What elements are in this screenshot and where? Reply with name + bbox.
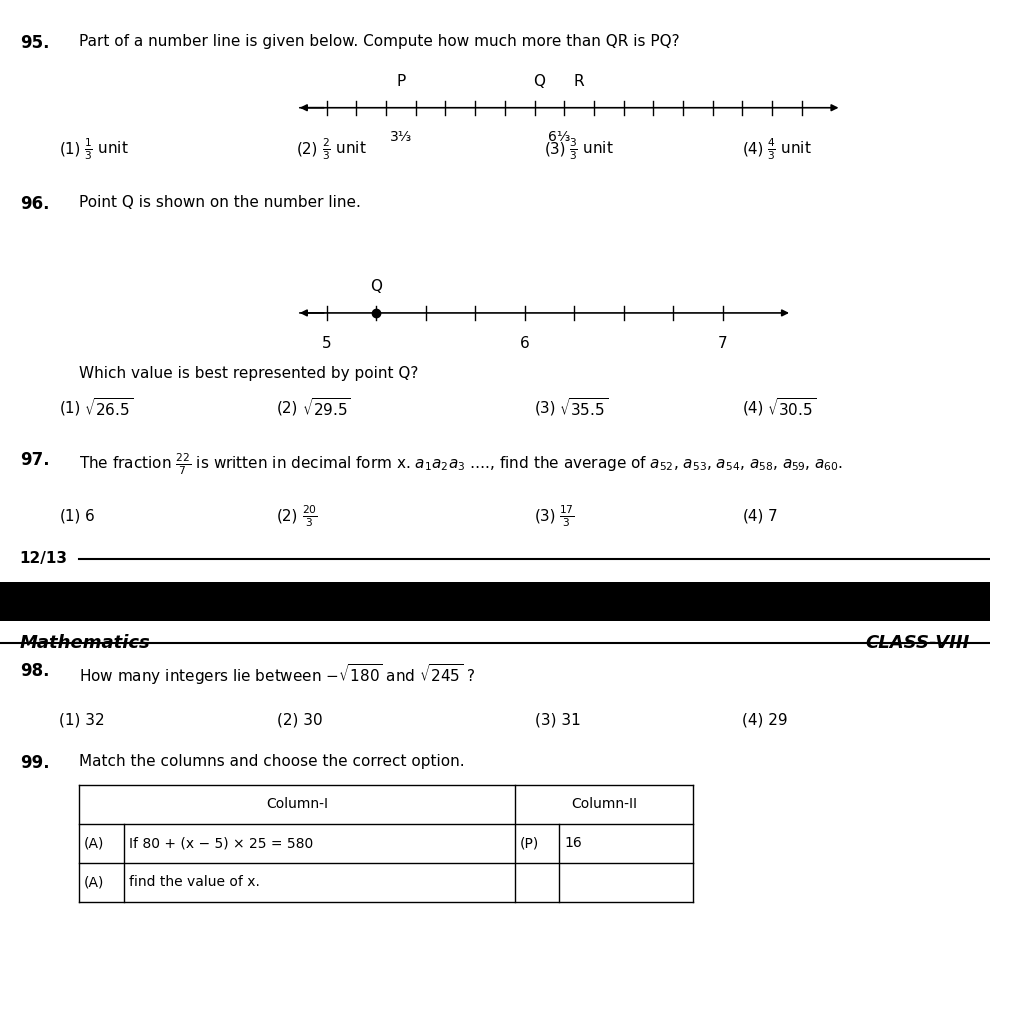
Text: (2): (2): [278, 509, 299, 523]
Text: If 80 + (x − 5) × 25 = 580: If 80 + (x − 5) × 25 = 580: [129, 836, 313, 851]
Text: $6$: $6$: [84, 508, 95, 524]
Text: 6: 6: [520, 336, 529, 351]
Text: Column-I: Column-I: [266, 797, 328, 812]
Text: $\sqrt{35.5}$: $\sqrt{35.5}$: [559, 397, 608, 420]
Text: (4): (4): [742, 401, 764, 416]
Text: find the value of x.: find the value of x.: [129, 875, 259, 890]
Text: (A): (A): [84, 875, 104, 890]
Text: CLASS-VIII: CLASS-VIII: [865, 634, 970, 653]
Text: $\sqrt{30.5}$: $\sqrt{30.5}$: [767, 397, 816, 420]
Text: $\frac{2}{3}$ unit: $\frac{2}{3}$ unit: [322, 136, 367, 161]
Text: (4): (4): [742, 142, 764, 156]
Text: (3): (3): [545, 142, 566, 156]
FancyBboxPatch shape: [0, 582, 990, 621]
Text: 95.: 95.: [19, 34, 49, 52]
Text: (P): (P): [520, 836, 539, 851]
Text: 16: 16: [564, 836, 582, 851]
Text: (3): (3): [535, 401, 556, 416]
Text: The fraction $\frac{22}{7}$ is written in decimal form x. $a_1a_2a_3$ …., find t: The fraction $\frac{22}{7}$ is written i…: [79, 451, 844, 477]
Text: (1) 32: (1) 32: [59, 713, 105, 727]
Text: (4) 29: (4) 29: [742, 713, 788, 727]
Text: R: R: [573, 74, 585, 89]
Text: 96.: 96.: [19, 195, 49, 213]
Text: 3⅓: 3⅓: [390, 130, 412, 145]
Text: 6⅓: 6⅓: [548, 130, 570, 145]
Text: $\frac{17}{3}$: $\frac{17}{3}$: [559, 504, 574, 528]
Text: $\sqrt{29.5}$: $\sqrt{29.5}$: [302, 397, 351, 420]
Text: (1): (1): [59, 401, 81, 416]
Text: 5: 5: [322, 336, 332, 351]
Text: $\frac{1}{3}$ unit: $\frac{1}{3}$ unit: [84, 136, 129, 161]
Text: $\frac{4}{3}$ unit: $\frac{4}{3}$ unit: [767, 136, 812, 161]
Text: Column-II: Column-II: [570, 797, 637, 812]
Text: $\frac{20}{3}$: $\frac{20}{3}$: [302, 504, 317, 528]
Text: 98.: 98.: [19, 662, 49, 680]
Text: (2) 30: (2) 30: [278, 713, 323, 727]
Text: $7$: $7$: [767, 508, 777, 524]
Text: 7: 7: [718, 336, 727, 351]
Text: (3): (3): [535, 509, 556, 523]
Text: 97.: 97.: [19, 451, 49, 470]
Text: Mathematics: Mathematics: [19, 634, 151, 653]
Text: (1): (1): [59, 142, 81, 156]
Text: $\sqrt{26.5}$: $\sqrt{26.5}$: [84, 397, 133, 420]
Text: P: P: [396, 74, 406, 89]
Text: (3) 31: (3) 31: [535, 713, 581, 727]
Text: Match the columns and choose the correct option.: Match the columns and choose the correct…: [79, 754, 465, 770]
Text: 12/13: 12/13: [19, 551, 68, 566]
Text: 99.: 99.: [19, 754, 49, 773]
Text: Which value is best represented by point Q?: Which value is best represented by point…: [79, 366, 419, 382]
Text: Q: Q: [534, 74, 546, 89]
Text: Point Q is shown on the number line.: Point Q is shown on the number line.: [79, 195, 361, 210]
Text: (4): (4): [742, 509, 764, 523]
Text: Q: Q: [370, 279, 382, 294]
Text: How many integers lie between $-\sqrt{180}$ and $\sqrt{245}$ ?: How many integers lie between $-\sqrt{18…: [79, 662, 475, 686]
Text: (1): (1): [59, 509, 81, 523]
Text: (A): (A): [84, 836, 104, 851]
Text: (2): (2): [278, 401, 299, 416]
Text: $\frac{3}{3}$ unit: $\frac{3}{3}$ unit: [569, 136, 614, 161]
Text: Part of a number line is given below. Compute how much more than QR is PQ?: Part of a number line is given below. Co…: [79, 34, 680, 49]
Text: (2): (2): [297, 142, 318, 156]
